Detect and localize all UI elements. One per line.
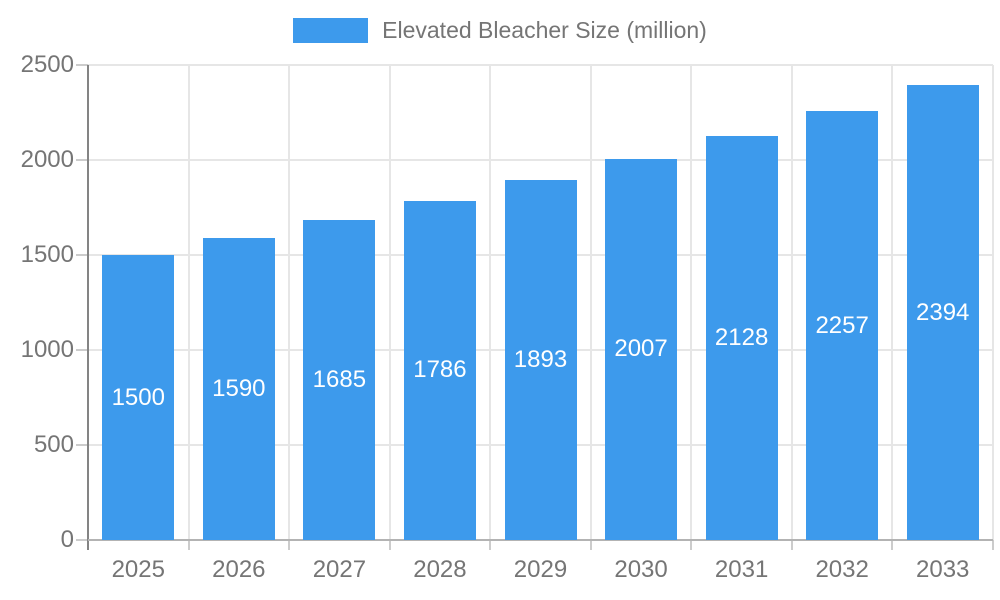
y-axis-tick bbox=[76, 444, 88, 446]
y-axis-tick bbox=[76, 254, 88, 256]
y-tick-label: 1000 bbox=[20, 336, 74, 363]
x-axis-tick bbox=[992, 540, 994, 550]
y-tick-label: 0 bbox=[60, 526, 74, 553]
bar-value-label: 1893 bbox=[513, 346, 568, 374]
y-axis-tick bbox=[76, 64, 88, 66]
bar-2030[interactable]: 2007 bbox=[605, 158, 678, 540]
bar-value-label: 2257 bbox=[815, 311, 869, 339]
bar-value-label: 2394 bbox=[916, 298, 970, 326]
v-gridline bbox=[288, 65, 291, 540]
bar-value-label: 2007 bbox=[614, 335, 668, 363]
bar-2031[interactable]: 2128 bbox=[705, 135, 778, 540]
bar-2026[interactable]: 1590 bbox=[202, 237, 275, 540]
x-tick-label: 2032 bbox=[815, 556, 869, 583]
bar-2032[interactable]: 2257 bbox=[806, 111, 879, 540]
v-gridline bbox=[187, 65, 190, 540]
y-tick-label: 2500 bbox=[20, 51, 74, 78]
y-tick-label: 500 bbox=[33, 431, 74, 458]
bar-2033[interactable]: 2394 bbox=[906, 85, 979, 540]
x-tick-label: 2029 bbox=[513, 556, 568, 583]
bar-value-label: 1685 bbox=[312, 365, 367, 393]
x-tick-label: 2028 bbox=[413, 556, 467, 583]
legend: Elevated Bleacher Size (million) bbox=[0, 13, 1000, 47]
y-tick-label: 2000 bbox=[20, 146, 74, 173]
bar-2028[interactable]: 1786 bbox=[403, 200, 476, 540]
v-gridline bbox=[790, 65, 793, 540]
v-gridline bbox=[589, 65, 592, 540]
bar-2025[interactable]: 1500 bbox=[102, 255, 175, 540]
v-gridline bbox=[489, 65, 492, 540]
y-tick-label: 1500 bbox=[20, 241, 74, 268]
x-axis-tick bbox=[690, 540, 693, 550]
x-tick-label: 2026 bbox=[212, 556, 266, 583]
y-axis-tick bbox=[76, 539, 88, 541]
legend-label: Elevated Bleacher Size (million) bbox=[382, 16, 707, 43]
legend-swatch bbox=[293, 17, 369, 43]
x-tick-label: 2031 bbox=[714, 556, 769, 583]
v-gridline bbox=[891, 65, 894, 540]
x-tick-label: 2025 bbox=[111, 556, 165, 583]
x-tick-label: 2033 bbox=[916, 556, 970, 583]
x-tick-label: 2027 bbox=[312, 556, 367, 583]
h-gridline bbox=[88, 64, 993, 66]
bar-value-label: 1786 bbox=[413, 356, 467, 384]
x-axis-tick bbox=[187, 540, 190, 550]
y-axis-line bbox=[87, 65, 89, 550]
x-axis-baseline bbox=[88, 539, 993, 541]
y-axis-tick bbox=[76, 159, 88, 161]
bar-value-label: 1500 bbox=[111, 383, 165, 411]
bar-2029[interactable]: 1893 bbox=[504, 180, 577, 540]
y-axis-tick bbox=[76, 349, 88, 351]
x-axis-tick bbox=[790, 540, 793, 550]
x-axis-tick bbox=[891, 540, 894, 550]
h-gridline bbox=[88, 159, 993, 161]
x-axis-tick bbox=[288, 540, 291, 550]
v-gridline bbox=[992, 65, 994, 540]
v-gridline bbox=[690, 65, 693, 540]
x-axis-tick bbox=[489, 540, 492, 550]
bar-value-label: 2128 bbox=[714, 323, 769, 351]
bar-value-label: 1590 bbox=[212, 374, 266, 402]
x-axis-tick bbox=[589, 540, 592, 550]
bar-2027[interactable]: 1685 bbox=[303, 219, 376, 540]
v-gridline bbox=[388, 65, 391, 540]
x-tick-label: 2030 bbox=[614, 556, 668, 583]
x-axis-tick bbox=[388, 540, 391, 550]
